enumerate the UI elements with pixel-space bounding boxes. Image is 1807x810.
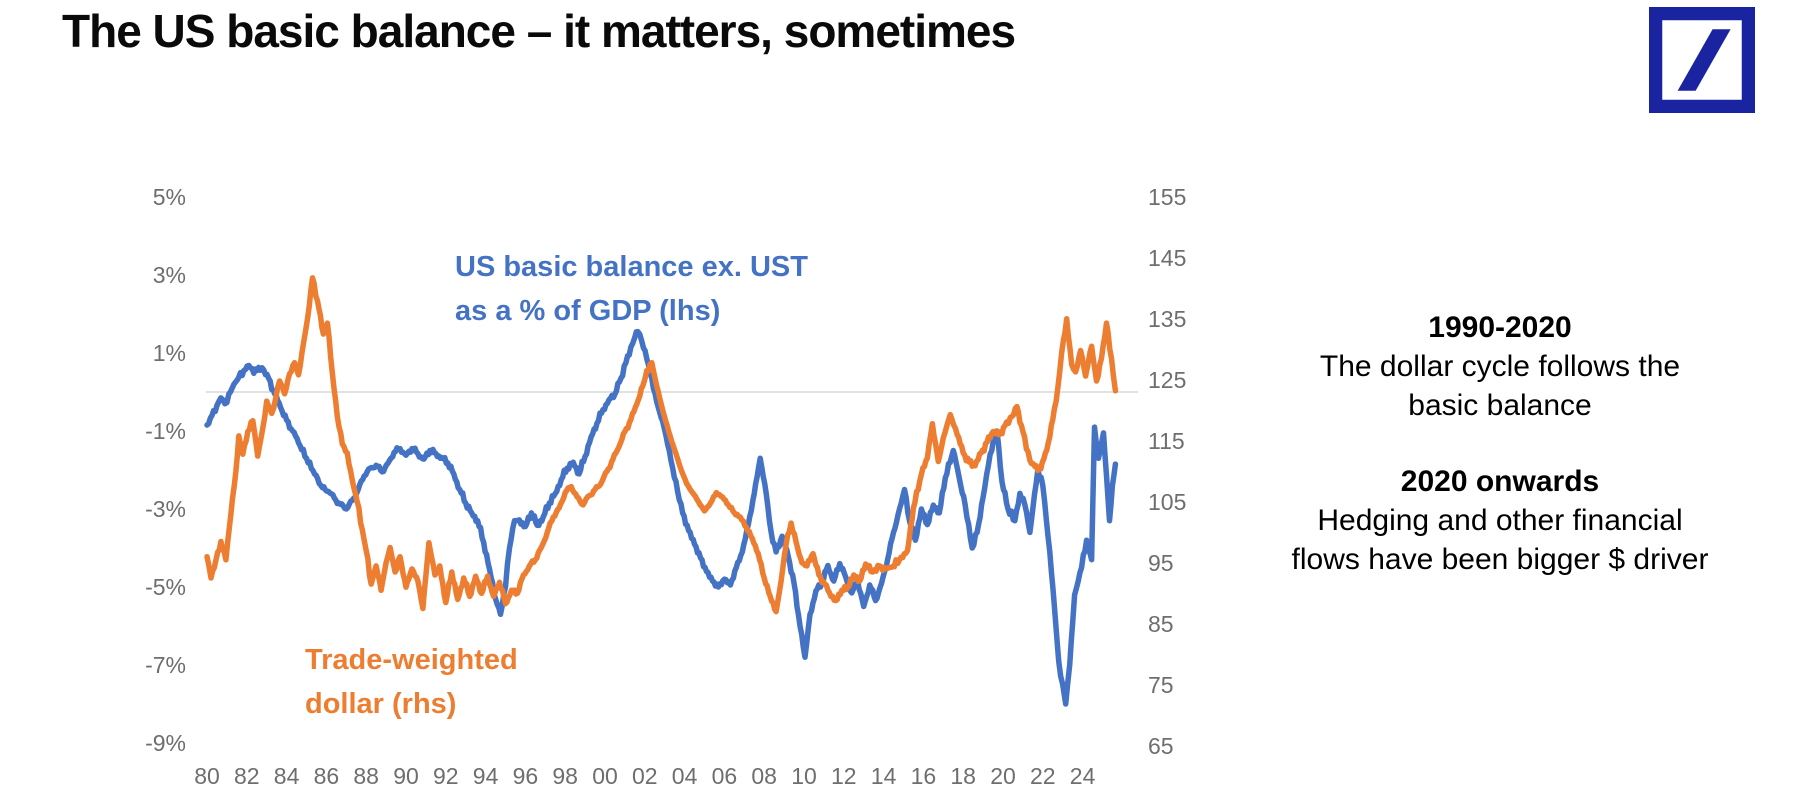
logo-slash-icon	[1677, 29, 1731, 91]
series-line-trade-weighted-dollar	[204, 275, 1119, 615]
x-axis-tick-label: 86	[313, 763, 340, 789]
page-title: The US basic balance – it matters, somet…	[62, 5, 1016, 57]
side-note-line: basic balance	[1408, 389, 1592, 422]
x-axis-tick-label: 18	[950, 763, 976, 789]
left-axis-tick-label: -5%	[145, 574, 186, 600]
series-label-line: dollar (rhs)	[305, 688, 457, 720]
series-label-trade-weighted-dollar: Trade-weighted dollar (rhs)	[305, 638, 518, 726]
right-axis-tick-label: 105	[1148, 488, 1187, 515]
x-axis-tick-label: 22	[1030, 763, 1056, 789]
x-axis-tick-label: 00	[592, 763, 618, 789]
right-axis-tick-label: 75	[1148, 671, 1174, 698]
x-axis-tick-label: 02	[632, 763, 658, 789]
left-axis-tick-label: 1%	[152, 340, 186, 366]
x-axis-tick-label: 04	[671, 763, 698, 789]
x-axis-tick-label: 10	[791, 763, 817, 789]
side-note-body: Hedging and other financial flows have be…	[1263, 501, 1737, 579]
left-axis-tick-label: -9%	[145, 730, 186, 756]
left-axis-tick-label: 5%	[152, 184, 186, 210]
series-line-basic-balance	[204, 328, 1119, 707]
x-axis-tick-label: 06	[711, 763, 738, 789]
x-axis-tick-label: 92	[433, 763, 459, 789]
right-axis-tick-label: 155	[1148, 183, 1187, 210]
x-axis-tick-label: 88	[353, 763, 379, 789]
x-axis-tick-label: 90	[393, 763, 419, 789]
right-axis-tick-label: 95	[1148, 549, 1174, 576]
right-axis-tick-label: 135	[1148, 305, 1187, 332]
x-axis-tick-label: 82	[234, 763, 260, 789]
x-axis-tick-label: 20	[990, 763, 1016, 789]
right-axis-tick-label: 145	[1148, 244, 1187, 271]
side-note-body: The dollar cycle follows the basic balanc…	[1263, 347, 1737, 425]
left-axis-tick-label: -3%	[145, 496, 186, 522]
side-note: 1990-2020 The dollar cycle follows the ba…	[1263, 308, 1737, 579]
x-axis-tick-label: 24	[1069, 763, 1096, 789]
x-axis-tick-label: 16	[910, 763, 937, 789]
right-axis-tick-label: 65	[1148, 732, 1174, 759]
x-axis-tick-label: 14	[870, 763, 897, 789]
x-axis-tick-label: 12	[831, 763, 857, 789]
series-label-line: Trade-weighted	[305, 644, 518, 676]
side-note-heading: 1990-2020	[1428, 311, 1572, 344]
right-axis-tick-label: 85	[1148, 610, 1174, 637]
side-note-heading: 2020 onwards	[1400, 465, 1600, 498]
side-note-line: Hedging and other financial	[1317, 504, 1683, 537]
side-note-line: flows have been bigger $ driver	[1291, 543, 1709, 576]
series-label-line: US basic balance ex. UST	[455, 251, 808, 283]
x-axis-tick-label: 08	[751, 763, 777, 789]
side-note-line: The dollar cycle follows the	[1319, 350, 1681, 383]
x-axis-tick-label: 98	[552, 763, 578, 789]
x-axis-tick-label: 84	[273, 763, 300, 789]
left-axis-tick-label: -1%	[145, 418, 186, 444]
series-label-basic-balance: US basic balance ex. UST as a % of GDP (…	[455, 245, 808, 333]
side-note-block-2020-onwards: 2020 onwards Hedging and other financial…	[1263, 462, 1737, 579]
left-axis-tick-label: -7%	[145, 652, 186, 678]
x-axis-tick-label: 80	[194, 763, 220, 789]
left-axis-tick-label: 3%	[152, 262, 186, 288]
right-axis-tick-label: 115	[1148, 427, 1185, 454]
series-label-line: as a % of GDP (lhs)	[455, 295, 721, 327]
deutsche-bank-logo	[1649, 7, 1755, 113]
side-note-block-1990-2020: 1990-2020 The dollar cycle follows the ba…	[1263, 308, 1737, 425]
right-axis-tick-label: 125	[1148, 366, 1187, 393]
x-axis-tick-label: 94	[472, 763, 499, 789]
x-axis-tick-label: 96	[512, 763, 539, 789]
